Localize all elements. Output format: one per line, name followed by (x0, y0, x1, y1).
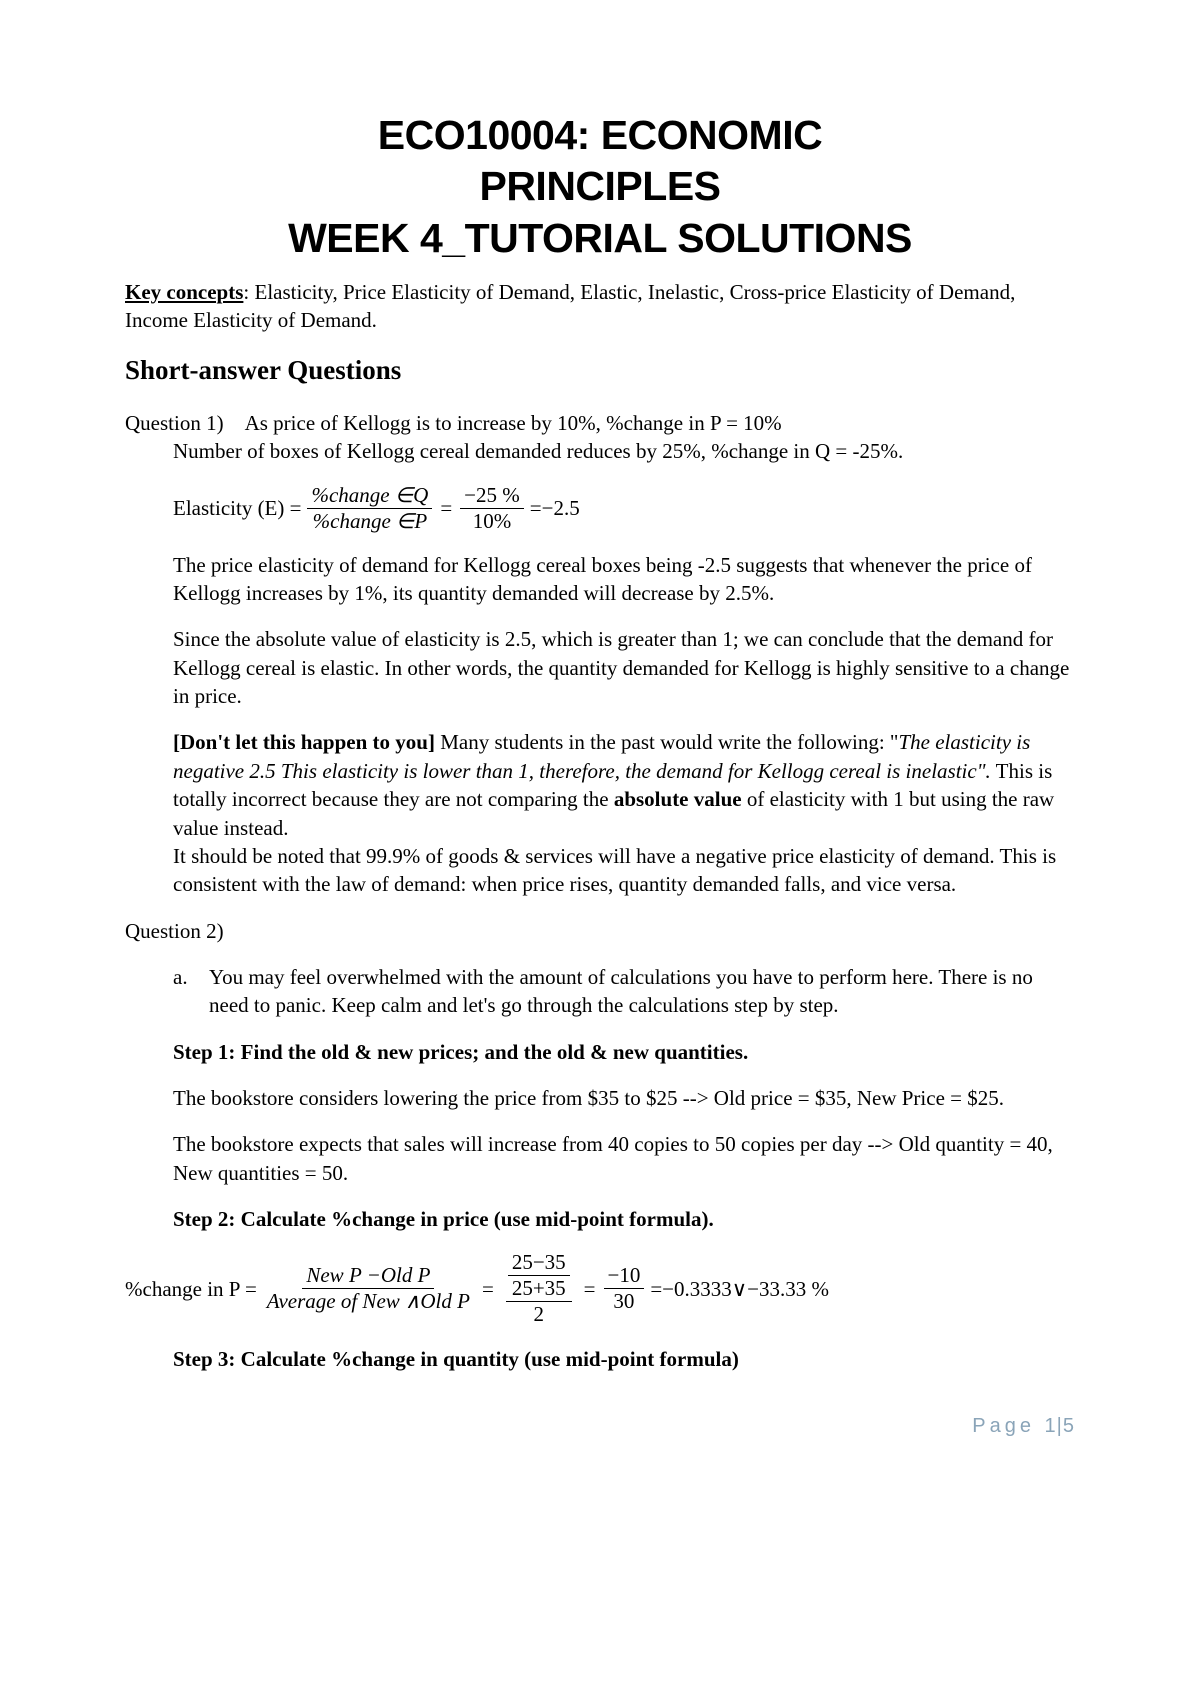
page-footer: Page 1|5 (125, 1413, 1075, 1440)
q1-line1: As price of Kellogg is to increase by 10… (245, 411, 782, 435)
warn-label: [Don't let this happen to you] (173, 730, 435, 754)
footer-total: 5 (1063, 1415, 1075, 1437)
nested-fraction: 25+35 2 (506, 1277, 572, 1326)
title-line-1: ECO10004: ECONOMIC (125, 110, 1075, 161)
warn-d: It should be noted that 99.9% of goods &… (173, 842, 1075, 899)
q1-result: =−2.5 (530, 494, 580, 522)
q1-line2: Number of boxes of Kellogg cereal demand… (125, 437, 1075, 465)
q1-warning: [Don't let this happen to you] Many stud… (125, 728, 1075, 898)
step2-label: %change in P = (125, 1275, 257, 1303)
question-2-label: Question 2) (125, 917, 1075, 945)
step3-heading: Step 3: Calculate %change in quantity (u… (125, 1345, 1075, 1373)
title-line-2: PRINCIPLES (125, 161, 1075, 212)
q1-elasticity-formula: Elasticity (E) = %change ∈Q %change ∈P =… (125, 484, 1075, 533)
step1-p2: The bookstore expects that sales will in… (125, 1130, 1075, 1187)
step2-frac1: New P −Old P Average of New ∧Old P (263, 1264, 474, 1313)
step2-formula: %change in P = New P −Old P Average of N… (125, 1251, 1075, 1326)
footer-label: Page (972, 1415, 1035, 1437)
equals-1: = (438, 494, 454, 522)
step1-heading: Step 1: Find the old & new prices; and t… (125, 1038, 1075, 1066)
fraction-1: %change ∈Q %change ∈P (307, 484, 432, 533)
section-heading: Short-answer Questions (125, 352, 1075, 388)
equals-3: = (582, 1275, 598, 1303)
q2-a-text: You may feel overwhelmed with the amount… (209, 963, 1075, 1020)
step1-p1: The bookstore considers lowering the pri… (125, 1084, 1075, 1112)
key-concepts-label: Key concepts (125, 280, 243, 304)
warn-bold2: absolute value (614, 787, 742, 811)
footer-current: 1 (1045, 1415, 1057, 1437)
list-marker-a: a. (173, 963, 209, 1020)
fraction-2: −25 % 10% (460, 484, 524, 533)
step2-heading: Step 2: Calculate %change in price (use … (125, 1205, 1075, 1233)
key-concepts: Key concepts: Elasticity, Price Elastici… (125, 278, 1075, 335)
warn-a: Many students in the past would write th… (435, 730, 899, 754)
document-title: ECO10004: ECONOMIC PRINCIPLES WEEK 4_TUT… (125, 110, 1075, 264)
q1-p4: Since the absolute value of elasticity i… (125, 625, 1075, 710)
question-1: Question 1) As price of Kellogg is to in… (125, 409, 1075, 466)
equals-2: = (480, 1275, 496, 1303)
title-line-3: WEEK 4_TUTORIAL SOLUTIONS (125, 213, 1075, 264)
step2-result: =−0.3333∨−33.33 % (650, 1275, 829, 1303)
step2-frac3: −10 30 (604, 1264, 645, 1313)
q1-label: Question 1) (125, 411, 224, 435)
key-concepts-text: : Elasticity, Price Elasticity of Demand… (125, 280, 1015, 332)
q1-p3: The price elasticity of demand for Kello… (125, 551, 1075, 608)
elasticity-label: Elasticity (E) = (173, 494, 301, 522)
step2-frac2: 25−35 25+35 2 (502, 1251, 576, 1326)
q2-item-a: a. You may feel overwhelmed with the amo… (125, 963, 1075, 1020)
